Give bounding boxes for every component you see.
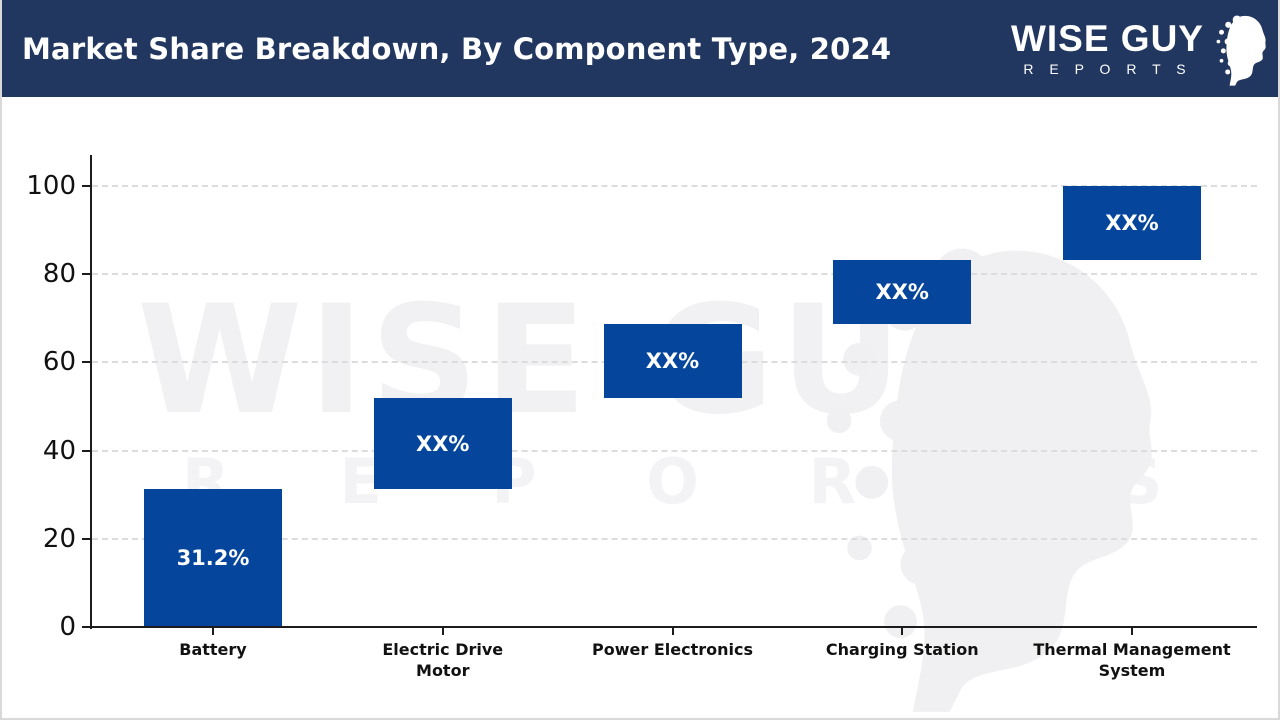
brand-text: WISE GUY R E P O R T S xyxy=(1011,20,1204,77)
bar-value-label: XX% xyxy=(645,348,700,373)
y-tick-mark xyxy=(82,537,92,540)
bar-thermal-management-system: XX% xyxy=(1063,186,1201,261)
bar-power-electronics: XX% xyxy=(603,323,742,398)
brand-face-icon xyxy=(1216,15,1266,86)
y-tick-label: 0 xyxy=(59,612,76,642)
y-axis-line xyxy=(90,155,92,629)
bar-value-label: 31.2% xyxy=(176,546,250,571)
y-tick-mark xyxy=(82,449,92,452)
x-tick-mark xyxy=(671,627,674,635)
x-category-label: Electric Drive Motor xyxy=(382,640,504,680)
bar-battery: 31.2% xyxy=(144,489,282,627)
x-category-label: Charging Station xyxy=(825,640,979,659)
y-tick-label: 40 xyxy=(42,435,76,466)
x-category-label: Power Electronics xyxy=(592,640,753,659)
x-tick-mark xyxy=(212,627,214,635)
brand-name: WISE GUY xyxy=(1010,18,1204,59)
plot-region: 0 20 40 60 80 100 31.2% Battery XX% Electric Driv… xyxy=(2,97,1278,718)
y-tick-mark xyxy=(82,273,92,276)
bar-charging-station: XX% xyxy=(833,260,972,324)
x-category-label: Battery xyxy=(179,640,247,659)
bar-value-label: XX% xyxy=(1105,211,1159,236)
brand-subtitle: R E P O R T S xyxy=(1023,61,1192,77)
page-title: Market Share Breakdown, By Component Typ… xyxy=(22,31,892,66)
bar-electric-drive-motor: XX% xyxy=(373,397,512,490)
gridline-40 xyxy=(92,449,1257,452)
x-tick-mark xyxy=(901,627,904,635)
gridline-80 xyxy=(92,273,1257,276)
y-tick-mark xyxy=(82,361,92,364)
bar-value-label: XX% xyxy=(875,279,929,304)
y-tick-label: 20 xyxy=(42,523,76,554)
y-tick-label: 60 xyxy=(42,347,76,378)
y-tick-label: 80 xyxy=(42,259,76,290)
y-tick-mark xyxy=(82,626,92,628)
x-axis-line xyxy=(90,626,1257,628)
y-tick-label: 100 xyxy=(26,171,76,201)
chart-area: WISE GUY R E P O R T S 0 20 40 60 80 100 31.2%… xyxy=(2,97,1278,718)
bar-value-label: XX% xyxy=(416,431,470,456)
x-tick-mark xyxy=(1131,627,1133,635)
y-tick-mark xyxy=(82,185,92,187)
gridline-100 xyxy=(92,185,1257,187)
x-category-label: Thermal Management System xyxy=(1033,640,1231,680)
header-bar: Market Share Breakdown, By Component Typ… xyxy=(2,0,1278,97)
x-tick-mark xyxy=(441,627,444,635)
brand-logo: WISE GUY R E P O R T S xyxy=(1011,12,1268,86)
gridline-20 xyxy=(92,537,1257,540)
